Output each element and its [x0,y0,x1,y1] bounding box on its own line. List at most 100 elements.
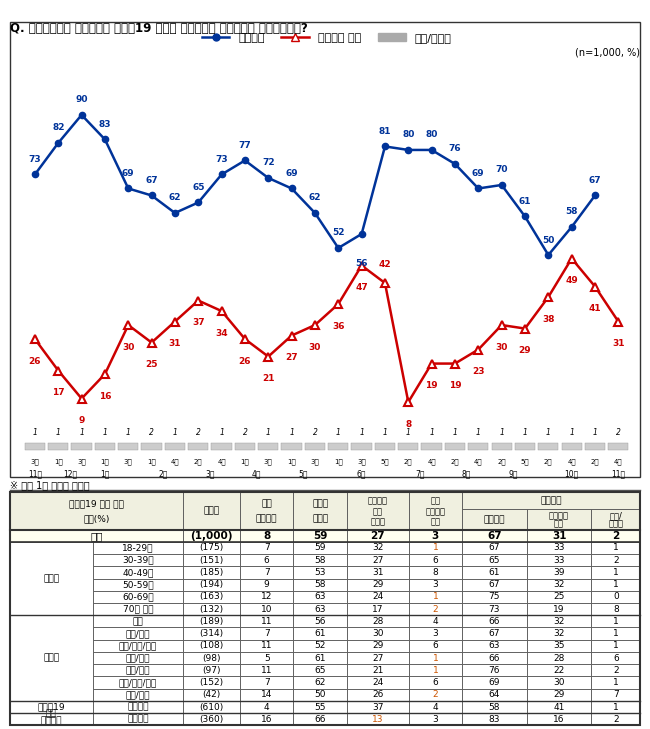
Text: 1: 1 [613,678,619,687]
Text: 6월: 6월 [357,469,367,478]
Text: 심각한: 심각한 [312,499,328,509]
Text: 26: 26 [29,356,41,365]
Text: 69: 69 [489,678,500,687]
Text: 심각하지: 심각하지 [549,511,569,521]
Text: 77: 77 [239,141,252,150]
Text: 8: 8 [613,604,619,614]
Text: 심각하지: 심각하지 [425,507,445,516]
Text: 30: 30 [122,343,135,351]
Text: 52: 52 [332,228,345,238]
Text: 2주: 2주 [544,458,552,465]
Text: 73: 73 [29,155,41,164]
Text: 3주: 3주 [31,458,39,465]
Text: 65: 65 [489,555,500,565]
Text: 17: 17 [52,388,64,397]
Text: 1: 1 [613,580,619,589]
Text: (n=1,000, %): (n=1,000, %) [575,47,640,58]
Text: 2: 2 [432,690,438,699]
Text: 1: 1 [432,666,438,675]
Text: 53: 53 [315,568,326,577]
Text: 62: 62 [315,678,326,687]
Text: 23: 23 [472,367,484,376]
Text: (175): (175) [200,544,224,553]
Text: 58: 58 [489,703,500,712]
Text: 2: 2 [613,666,619,675]
Text: 24: 24 [372,593,384,601]
Text: 82: 82 [52,123,64,133]
Text: (360): (360) [200,714,224,724]
Text: 35: 35 [553,642,565,650]
Text: 2: 2 [432,604,438,614]
Text: (1,000): (1,000) [190,531,233,541]
Text: 59: 59 [313,531,328,541]
Text: 67: 67 [146,176,158,185]
Text: 서울: 서울 [133,617,143,626]
Text: 30: 30 [495,343,508,351]
Text: 5주: 5주 [381,458,389,465]
Text: 1: 1 [103,429,107,437]
Text: 66: 66 [489,654,500,663]
Text: 긍정평가: 긍정평가 [127,703,149,712]
Text: 인천/경기: 인천/경기 [125,629,150,638]
Text: 66: 66 [315,714,326,724]
Text: 7월: 7월 [415,469,424,478]
Text: 1월: 1월 [100,469,110,478]
Text: (610): (610) [200,703,224,712]
Text: 50: 50 [315,690,326,699]
Text: 편이다: 편이다 [312,515,328,523]
Text: 1주: 1주 [101,458,109,465]
Text: 1: 1 [452,429,458,437]
Text: 1: 1 [613,642,619,650]
Text: 11: 11 [261,642,272,650]
Text: 29: 29 [372,580,383,589]
Text: 32: 32 [372,544,383,553]
Text: 3주: 3주 [264,458,272,465]
Text: 모름/: 모름/ [610,511,622,521]
Text: (163): (163) [200,593,224,601]
Text: 2: 2 [613,714,619,724]
Text: 1: 1 [219,429,224,437]
Text: 2주: 2주 [591,458,599,465]
Text: 전체: 전체 [90,531,103,541]
Text: 6: 6 [432,555,438,565]
Text: 58: 58 [315,555,326,565]
Text: 8: 8 [263,531,270,541]
Text: 27: 27 [372,555,383,565]
Text: 31: 31 [372,568,383,577]
Text: 지역별: 지역별 [43,654,59,663]
Text: 30: 30 [309,343,321,351]
Text: 8월: 8월 [462,469,471,478]
Text: 1: 1 [613,544,619,553]
Text: 1: 1 [359,429,364,437]
Text: 강원/제주: 강원/제주 [125,690,150,699]
Text: 22: 22 [553,666,565,675]
Text: 6: 6 [264,555,270,565]
Text: 1: 1 [79,429,84,437]
Text: 2: 2 [613,555,619,565]
Text: 32: 32 [553,617,565,626]
Text: 56: 56 [315,617,326,626]
Text: 33: 33 [553,544,565,553]
Text: 76: 76 [489,666,500,675]
Text: 않은: 않은 [373,507,383,516]
Text: 3주: 3주 [358,458,366,465]
Text: 광주/전라: 광주/전라 [125,654,150,663]
Text: 49: 49 [566,276,578,285]
Text: 4: 4 [432,703,438,712]
Text: 83: 83 [489,714,500,724]
Text: 73: 73 [215,155,228,164]
Text: 69: 69 [122,169,135,178]
Text: 2: 2 [313,429,317,437]
Text: 61: 61 [519,197,531,206]
Text: 36: 36 [332,321,345,330]
Text: 72: 72 [262,158,274,168]
Text: 12월: 12월 [63,469,77,478]
Text: 13: 13 [372,714,383,724]
Text: 63: 63 [489,642,500,650]
Text: 4주: 4주 [474,458,482,465]
Text: 19: 19 [553,604,565,614]
Text: 70세 이상: 70세 이상 [123,604,153,614]
Text: 65: 65 [315,666,326,675]
Text: 7: 7 [264,544,270,553]
Text: 코로나19 시민 상황: 코로나19 시민 상황 [69,499,124,509]
